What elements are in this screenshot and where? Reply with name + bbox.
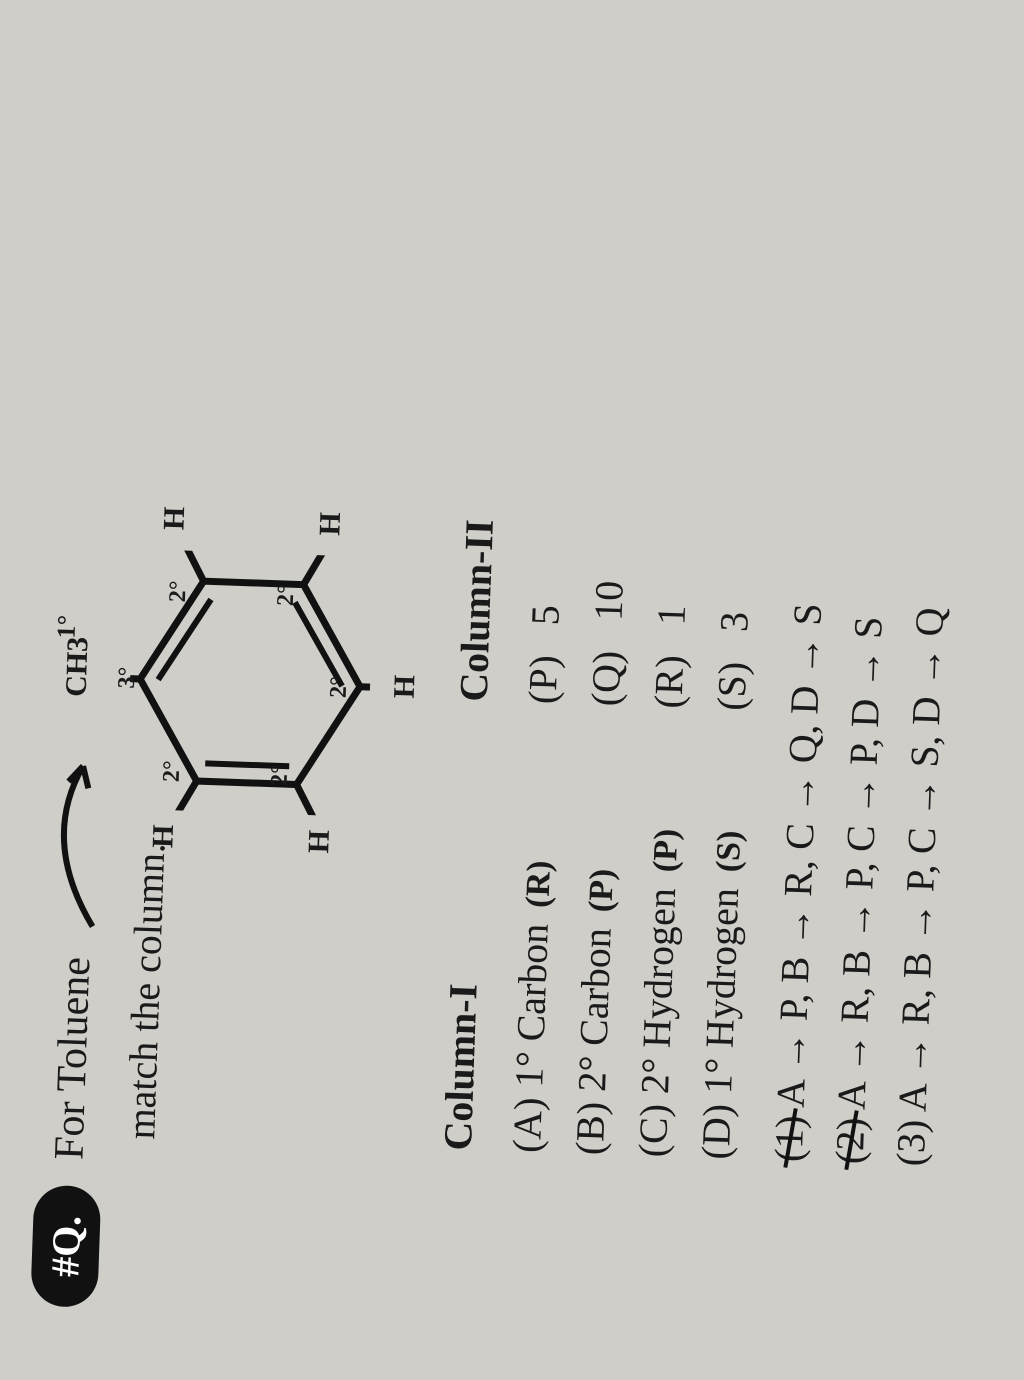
row-s-letter: (S) xyxy=(708,661,755,711)
row-c: (C) 2° Hydrogen (P) xyxy=(629,827,687,1158)
row-b: (B) 2° Carbon (P) xyxy=(566,825,624,1156)
h-label-1: H xyxy=(157,506,192,531)
row-c-letter: (C) xyxy=(630,1103,677,1158)
row-a-text: 1° Carbon xyxy=(506,923,557,1088)
toluene-structure: CH3 1° H H H H H 3° 2° 2° 2° 2° 2° xyxy=(63,467,397,898)
row-a: (A) 1° Carbon (R) xyxy=(503,823,561,1154)
deg-ring-0: 3° xyxy=(114,667,142,690)
deg-ring-4: 2° xyxy=(267,764,295,787)
row-a-letter: (A) xyxy=(504,1097,551,1154)
row-a-hand: (R) xyxy=(519,860,558,908)
opt1-text: A → P, B → R, C → Q, D → S xyxy=(768,602,831,1108)
row-q: (Q) 10 xyxy=(582,523,635,707)
h-label-3: H xyxy=(388,674,423,699)
deg-ring-3: 2° xyxy=(326,676,354,699)
row-p-letter: (P) xyxy=(520,654,567,704)
column-2-title: Column-II xyxy=(450,519,503,703)
row-s-val: 3 xyxy=(711,611,757,633)
deg-1-label: 1° xyxy=(52,615,83,639)
deg-ring-1: 2° xyxy=(165,580,193,603)
column-1-title: Column-I xyxy=(434,821,492,1152)
row-s: (S) 3 xyxy=(707,528,760,712)
row-d-text: 1° Hydrogen xyxy=(695,887,747,1094)
row-d: (D) 1° Hydrogen (S) xyxy=(692,830,750,1161)
row-b-hand: (P) xyxy=(582,868,620,913)
h-label-5: H xyxy=(146,824,181,849)
column-1: Column-I (A) 1° Carbon (R) (B) 2° Carbon… xyxy=(434,821,766,1161)
row-c-text: 2° Hydrogen xyxy=(632,887,684,1094)
row-r-letter: (R) xyxy=(645,654,692,709)
h-label-4: H xyxy=(302,829,337,854)
column-2: Column-II (P) 5 (Q) 10 (R) 1 (S) 3 xyxy=(450,519,777,712)
deg-ring-5: 2° xyxy=(159,760,187,783)
opt2-strike: (2) xyxy=(827,1117,874,1165)
row-b-letter: (B) xyxy=(567,1101,614,1156)
h-label-2: H xyxy=(313,512,348,537)
deg-ring-2: 2° xyxy=(273,584,301,607)
row-p: (P) 5 xyxy=(519,521,572,705)
row-r-val: 1 xyxy=(648,604,694,626)
opt1-strike: (1) xyxy=(766,1115,813,1163)
question-lead: For Toluene xyxy=(45,956,100,1160)
row-d-letter: (D) xyxy=(693,1103,740,1160)
question-tag-pill: #Q. xyxy=(30,1185,101,1308)
row-d-hand: (S) xyxy=(710,830,748,873)
row-p-val: 5 xyxy=(522,604,568,626)
ch3-label: CH3 xyxy=(60,636,96,697)
row-c-hand: (P) xyxy=(647,828,685,873)
opt2-text: A → R, B → P, C → P, D → S xyxy=(829,616,891,1111)
row-r: (R) 1 xyxy=(644,525,697,709)
row-b-text: 2° Carbon xyxy=(569,927,620,1092)
row-q-letter: (Q) xyxy=(583,650,630,707)
row-q-val: 10 xyxy=(585,580,631,622)
